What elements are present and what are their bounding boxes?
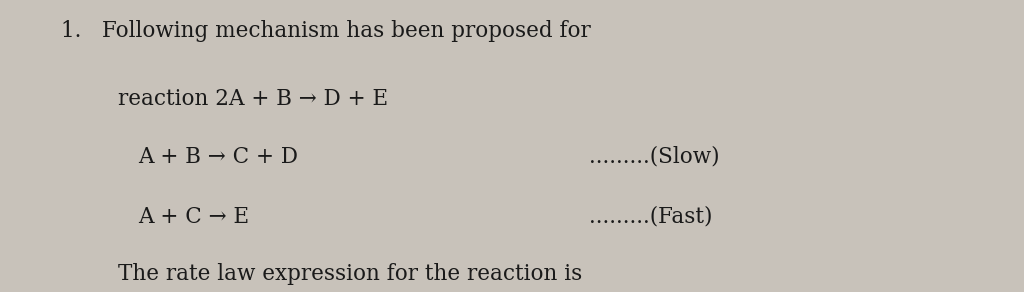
Text: A + C → E: A + C → E	[138, 206, 250, 228]
Text: .........(Slow): .........(Slow)	[589, 146, 720, 168]
Text: The rate law expression for the reaction is: The rate law expression for the reaction…	[118, 263, 582, 285]
Text: .........(Fast): .........(Fast)	[589, 206, 713, 228]
Text: A + B → C + D: A + B → C + D	[138, 146, 298, 168]
Text: 1.   Following mechanism has been proposed for: 1. Following mechanism has been proposed…	[61, 20, 591, 42]
Text: reaction 2A + B → D + E: reaction 2A + B → D + E	[118, 88, 388, 110]
